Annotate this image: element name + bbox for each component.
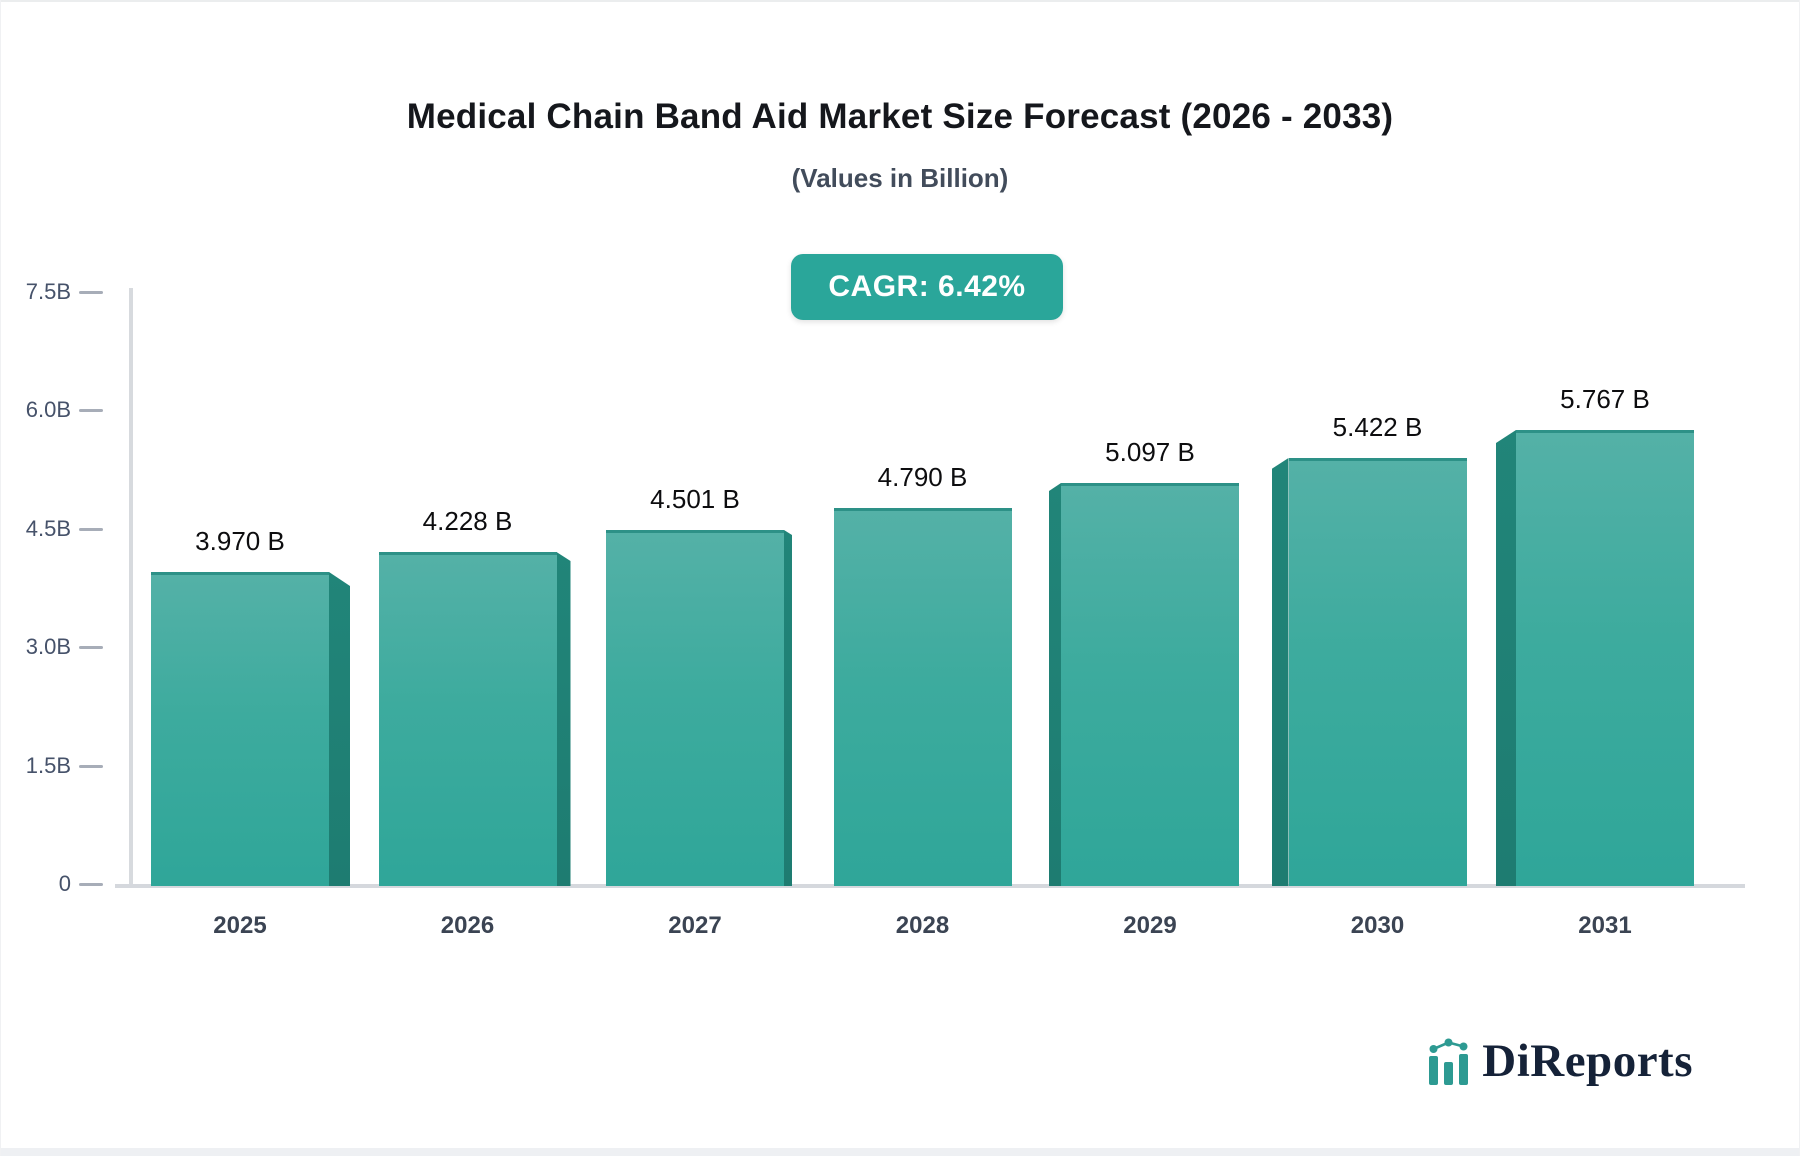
y-tick-label: 4.5B [25,515,71,541]
y-tick-label: 3.0B [25,634,71,659]
bar-value-label-2027: 4.501 B [650,484,740,514]
x-category-label-2031: 2031 [1578,912,1632,939]
bar-2027 [606,530,784,886]
y-tick-label: 1.5B [25,752,71,778]
bar-side-2025 [329,572,350,886]
y-tick-label: 0 [58,871,71,896]
bar-2030 [1288,458,1467,886]
bar-2026 [378,552,557,886]
bar-side-2031 [1496,430,1516,886]
bar-value-label-2030: 5.422 B [1332,412,1423,442]
bar-side-2029 [1049,483,1061,886]
bar-2031 [1516,430,1694,886]
y-axis-line [129,288,133,888]
y-tick-label: 6.0B [25,397,71,422]
y-tick-dash [79,527,103,531]
x-axis-line [115,884,1745,888]
bar-2028 [833,508,1012,886]
bar-value-label-2029: 5.097 B [1105,437,1195,467]
brand-logo-text: DiReports [1482,1035,1693,1087]
brand-logo: DiReports [1428,1033,1693,1089]
cagr-badge: CAGR: 6.42% [791,254,1063,320]
y-tick-dash [79,409,103,412]
top-hairline [1,0,1799,2]
bar-side-2027 [784,530,792,886]
bar-value-label-2025: 3.970 B [195,526,285,556]
y-tick-dash [79,646,103,649]
bar-side-2026 [556,552,571,886]
bar-2029 [1061,483,1239,886]
chart-subtitle: (Values in Billion) [791,163,1009,193]
x-category-label-2025: 2025 [213,912,267,939]
x-category-label-2028: 2028 [895,912,950,939]
x-category-label-2027: 2027 [668,912,722,939]
bottom-strip [1,1148,1799,1156]
y-tick-label: 7.5B [25,278,71,304]
y-tick-dash [79,764,103,768]
y-tick-dash [79,290,103,294]
brand-logo-icon [1429,1038,1469,1085]
y-tick-dash [79,883,103,886]
bar-side-2030 [1271,458,1289,886]
x-category-label-2026: 2026 [440,912,495,939]
bar-2025 [151,572,329,886]
bar-value-label-2031: 5.767 B [1560,384,1650,414]
chart-title: Medical Chain Band Aid Market Size Forec… [406,97,1394,136]
bar-value-label-2026: 4.228 B [422,506,513,536]
cagr-badge-label: CAGR: 6.42% [828,270,1026,303]
x-category-label-2030: 2030 [1350,912,1405,939]
x-category-label-2029: 2029 [1123,912,1177,939]
bar-value-label-2028: 4.790 B [877,462,968,492]
